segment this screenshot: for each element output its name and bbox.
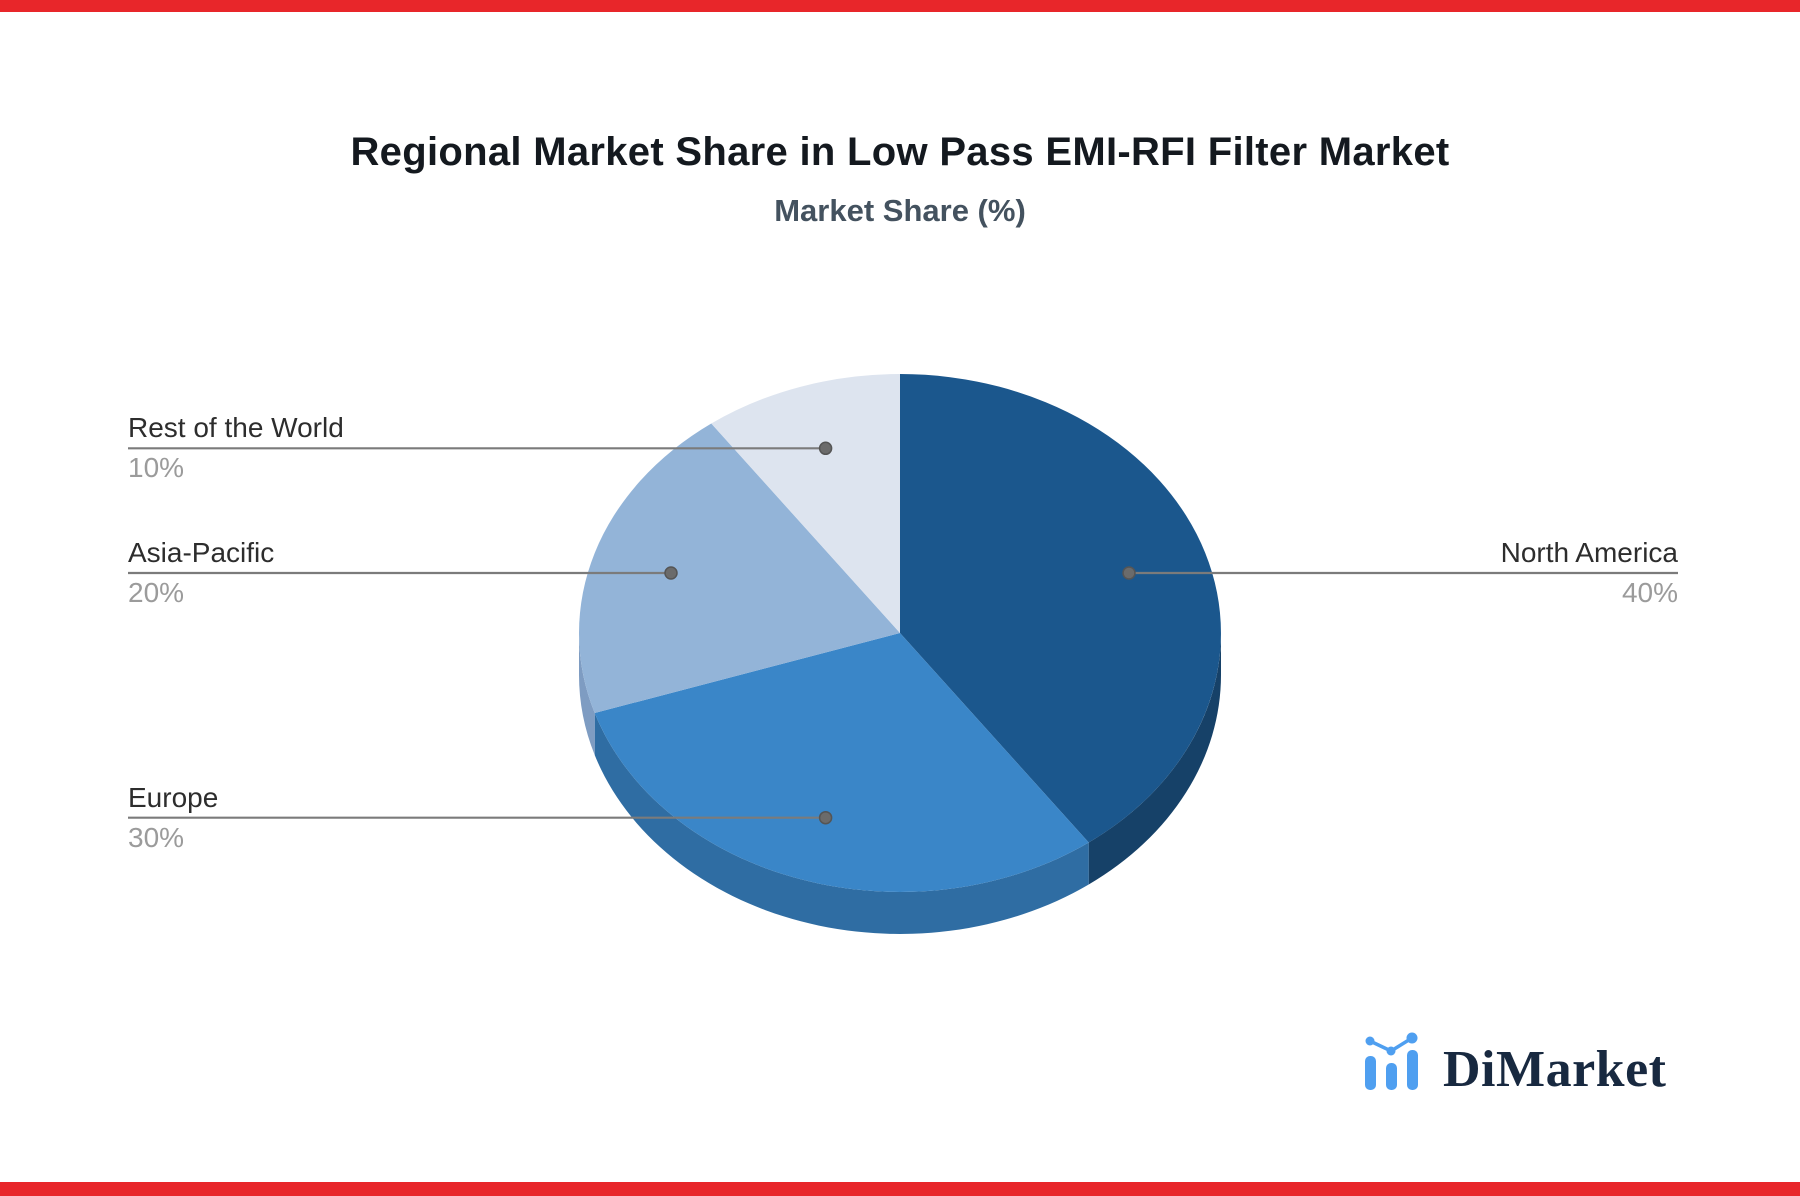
dimarket-logo-text: DiMarket xyxy=(1443,1041,1667,1098)
leader-dot-asia-pacific xyxy=(664,566,678,580)
chart-subtitle: Market Share (%) xyxy=(774,193,1026,228)
pie-slice-north-america xyxy=(900,374,1221,843)
leader-dot-europe xyxy=(818,810,833,825)
pie-slice-rest-of-the-world xyxy=(711,374,900,633)
pie-rim-asia-pacific xyxy=(579,633,595,755)
leader-dot-north-america xyxy=(1122,566,1136,580)
dimarket-logo: DiMarket xyxy=(1364,1028,1666,1096)
top-accent-bar xyxy=(0,0,1800,12)
pie-rim-europe xyxy=(594,713,1089,934)
chart-title: Regional Market Share in Low Pass EMI-RF… xyxy=(350,130,1450,174)
pie-slice-asia-pacific xyxy=(579,423,900,713)
pie-slice-europe xyxy=(594,633,1089,892)
dimarket-logo-icon xyxy=(1365,1032,1418,1090)
pie-rim-north-america xyxy=(1088,633,1221,885)
leader-dot-rest-of-the-world xyxy=(818,441,833,456)
bottom-accent-bar xyxy=(0,1182,1800,1196)
